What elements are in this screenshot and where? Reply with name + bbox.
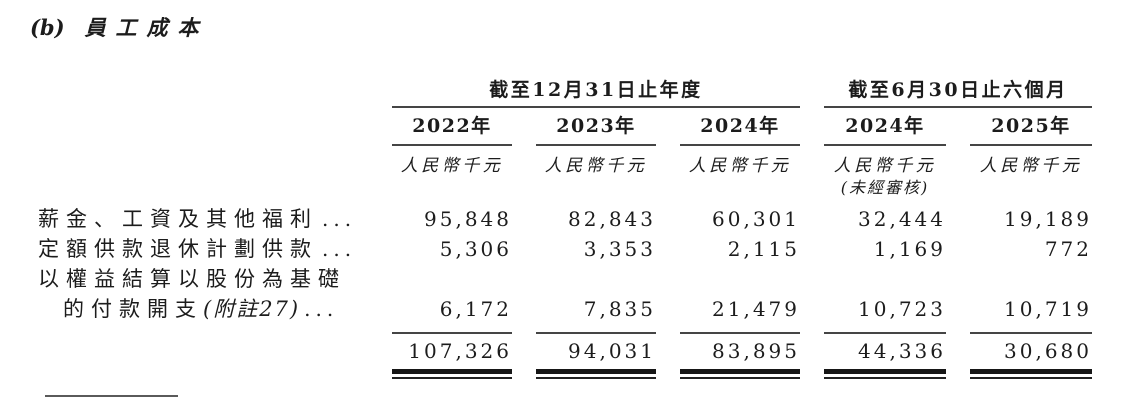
double-rule-cell	[680, 368, 800, 380]
value-cell: 772	[1044, 237, 1092, 261]
year-header-2025-interim: 2025年	[970, 108, 1092, 146]
section-letter: (b)	[30, 15, 65, 40]
row-label-text: 薪金、工資及其他福利	[38, 207, 318, 231]
double-rule	[536, 369, 656, 379]
double-rule-cell	[970, 368, 1092, 380]
spacer-cell	[680, 264, 800, 294]
double-rule	[824, 369, 946, 379]
value-cell: 10,719	[1004, 297, 1092, 321]
section-title: (b) 員工成本	[30, 12, 209, 42]
row-label-retirement: 定額供款退休計劃供款...	[38, 234, 368, 264]
row-label-salaries: 薪金、工資及其他福利...	[38, 204, 368, 234]
footnote-separator	[45, 395, 178, 397]
row-label-text: 的付款開支	[63, 297, 203, 321]
value-cell: 21,479	[712, 297, 800, 321]
unit-label: 人民幣千元	[833, 156, 937, 176]
total-cell: 30,680	[970, 332, 1092, 368]
value-cell: 5,306	[439, 237, 512, 261]
value-cell: 2,115	[727, 237, 800, 261]
value-cell: 32,444	[858, 207, 946, 231]
unit-label: 人民幣千元	[979, 156, 1083, 176]
value-cell: 6,172	[439, 297, 512, 321]
total-cell: 94,031	[536, 332, 656, 368]
double-rule	[970, 369, 1092, 379]
unit-label: 人民幣千元	[688, 156, 792, 176]
group-header-interim: 截至6月30日止六個月	[824, 78, 1092, 108]
row-label-text: 定額供款退休計劃供款	[38, 237, 318, 261]
total-cell: 107,326	[392, 332, 512, 368]
section-title-text: 員工成本	[84, 15, 209, 40]
year-header-2024-interim: 2024年	[824, 108, 946, 146]
value-cell: 95,848	[424, 207, 512, 231]
row-label-share-based-line1: 以權益結算以股份為基礎	[38, 267, 346, 291]
double-rule-cell	[824, 368, 946, 380]
spacer-cell	[38, 332, 368, 368]
value-cell: 3,353	[583, 237, 656, 261]
dot-leader: ...	[322, 237, 357, 261]
dot-leader: ...	[304, 297, 339, 321]
year-header-2022: 2022年	[392, 108, 512, 146]
spacer-cell	[392, 264, 512, 294]
value-cell: 1,169	[873, 237, 946, 261]
employee-cost-table: 截至12月31日止年度 截至6月30日止六個月 2022年 2023年 2024…	[38, 78, 1092, 380]
spacer-cell	[38, 368, 368, 380]
double-rule-cell	[536, 368, 656, 380]
spacer-cell	[536, 264, 656, 294]
value-cell: 82,843	[568, 207, 656, 231]
unit-label-with-note: 人民幣千元 (未經審核)	[824, 146, 946, 204]
group-header-annual: 截至12月31日止年度	[392, 78, 800, 108]
spacer-cell	[824, 264, 946, 294]
value-cell: 60,301	[712, 207, 800, 231]
note-reference: (附註27)	[203, 297, 301, 321]
row-label-share-based-line2: 的付款開支(附註27)...	[38, 294, 368, 332]
double-rule-cell	[392, 368, 512, 380]
value-cell: 10,723	[858, 297, 946, 321]
value-cell: 19,189	[1004, 207, 1092, 231]
year-header-2024: 2024年	[680, 108, 800, 146]
double-rule	[392, 369, 512, 379]
unaudited-note: (未經審核)	[840, 178, 930, 197]
corner-spacer	[38, 78, 368, 108]
spacer-cell	[970, 264, 1092, 294]
year-header-2023: 2023年	[536, 108, 656, 146]
total-cell: 44,336	[824, 332, 946, 368]
spacer-cell	[38, 146, 368, 204]
spacer-cell	[38, 108, 368, 146]
dot-leader: ...	[322, 207, 357, 231]
unit-label: 人民幣千元	[544, 156, 648, 176]
total-cell: 83,895	[680, 332, 800, 368]
double-rule	[680, 369, 800, 379]
unit-label: 人民幣千元	[400, 156, 504, 176]
value-cell: 7,835	[583, 297, 656, 321]
